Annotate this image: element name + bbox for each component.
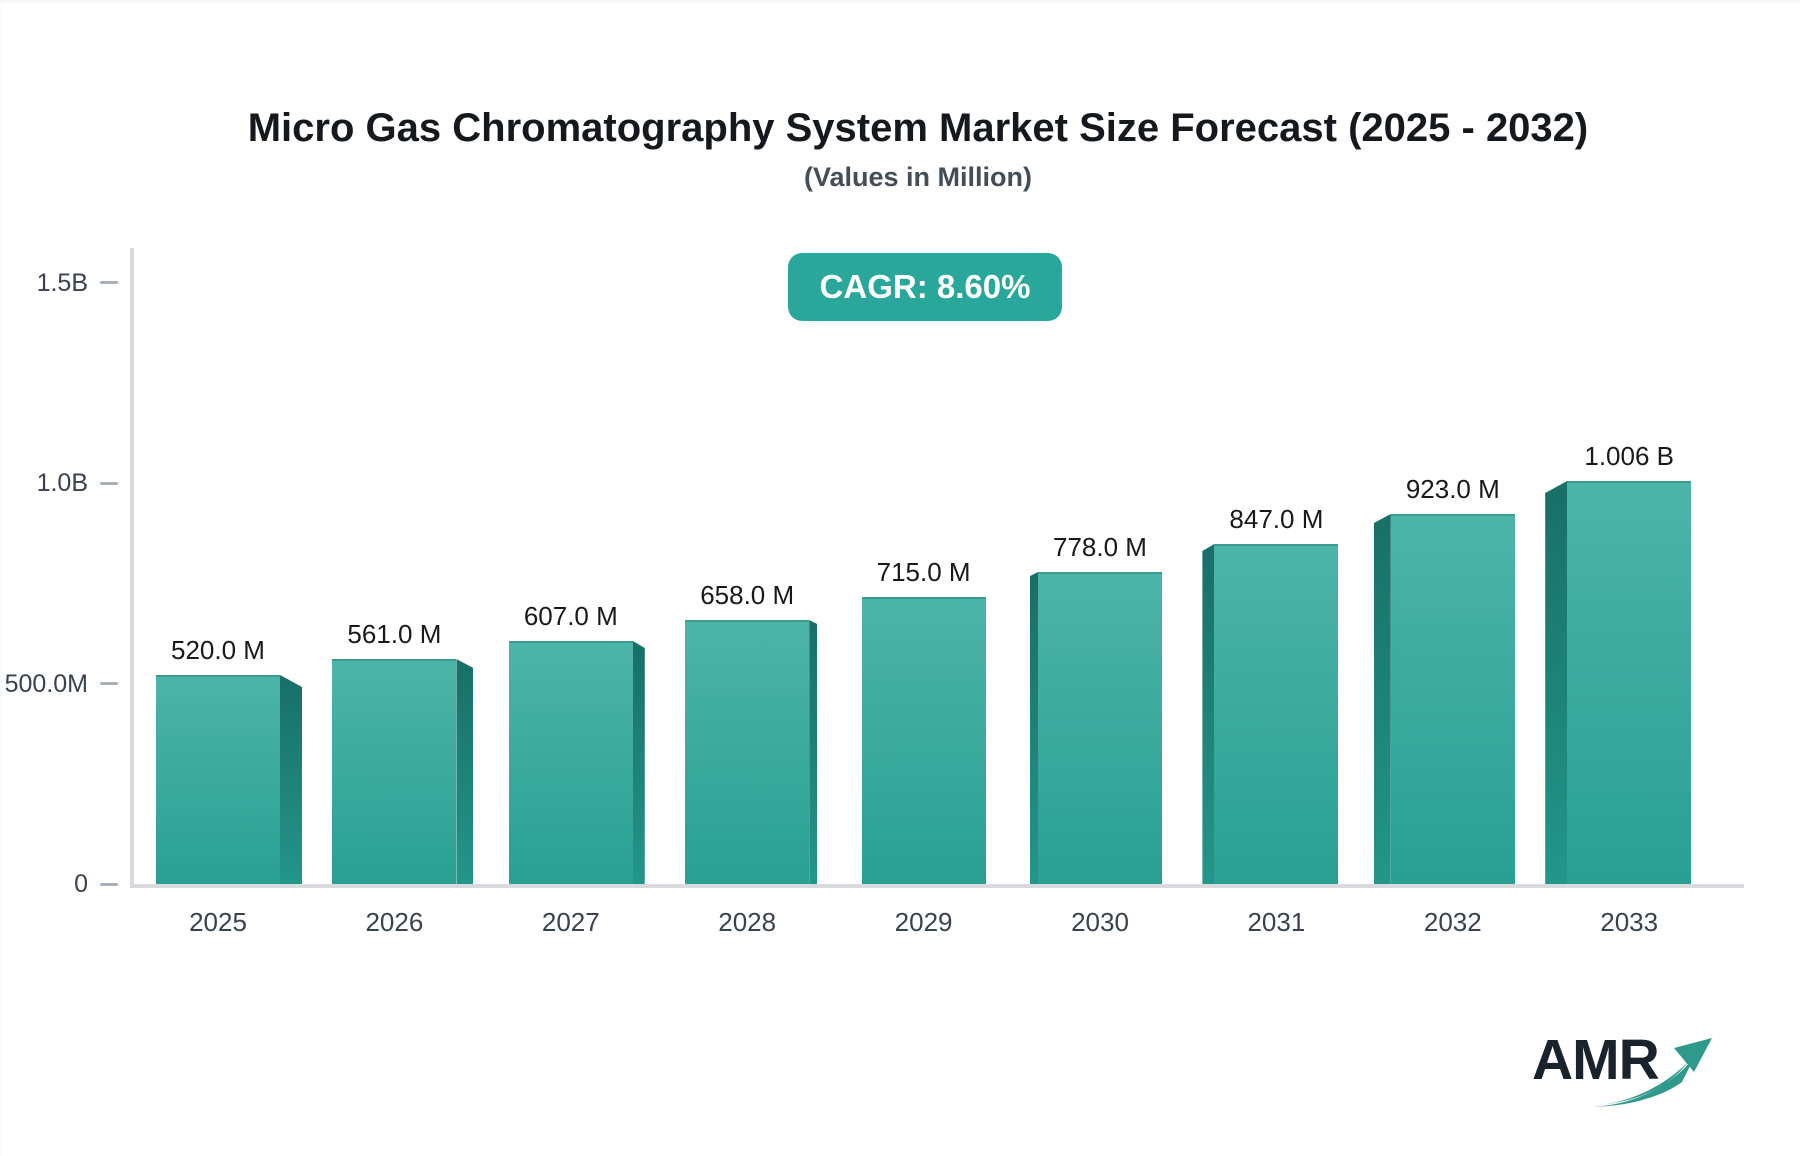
amr-logo: AMR — [1532, 1030, 1732, 1120]
bar-value-label: 847.0 M — [1229, 504, 1324, 534]
bar-side-face-2033 — [1545, 481, 1568, 886]
y-tick-label: 1.0B — [36, 469, 88, 497]
bar-side-face-2025 — [280, 675, 302, 886]
x-axis-label-2028: 2028 — [718, 907, 777, 937]
y-axis-line — [130, 248, 134, 888]
cagr-badge-label: CAGR: 8.60% — [819, 268, 1031, 305]
bar-2033 — [1567, 481, 1692, 886]
bar-2028 — [685, 620, 810, 886]
amr-logo-text: AMR — [1532, 1028, 1660, 1092]
bar-value-label: 658.0 M — [700, 580, 795, 610]
x-axis-label-2027: 2027 — [541, 907, 600, 937]
bar-side-face-2026 — [456, 659, 474, 886]
bar-value-label: 607.0 M — [523, 601, 618, 631]
bar-2029 — [861, 597, 986, 886]
y-tick-label: 0 — [74, 870, 88, 898]
x-axis-label-2026: 2026 — [365, 907, 424, 937]
bar-value-label: 561.0 M — [347, 619, 442, 649]
bar-2026 — [332, 659, 457, 886]
bar-value-label: 778.0 M — [1053, 532, 1147, 562]
x-axis-label-2029: 2029 — [894, 907, 953, 937]
x-axis-label-2030: 2030 — [1071, 907, 1129, 937]
bar-side-face-2028 — [809, 620, 818, 886]
x-axis-line — [130, 884, 1744, 888]
chart-title: Micro Gas Chromatography System Market S… — [247, 106, 1589, 150]
trend-up-arrow-icon — [1592, 1038, 1712, 1107]
x-axis-label-2032: 2032 — [1423, 907, 1482, 937]
bar-value-label: 923.0 M — [1405, 474, 1500, 504]
bar-2032 — [1390, 514, 1515, 886]
bar-value-label: 1.006 B — [1584, 441, 1674, 471]
y-tick — [100, 281, 118, 284]
x-axis-label-2025: 2025 — [189, 907, 247, 937]
x-axis-label-2033: 2033 — [1600, 907, 1659, 937]
bar-side-face-2031 — [1202, 544, 1215, 886]
bar-side-face-2027 — [632, 641, 645, 886]
bar-2031 — [1214, 544, 1339, 886]
y-tick — [100, 481, 118, 485]
y-tick — [100, 682, 118, 685]
y-tick-label: 1.5B — [36, 268, 88, 297]
cagr-badge: CAGR: 8.60% — [788, 253, 1062, 321]
bar-2027 — [508, 641, 633, 886]
bar-2025 — [156, 675, 280, 886]
chart-subtitle: (Values in Million) — [803, 162, 1033, 192]
bar-value-label: 520.0 M — [171, 635, 265, 665]
bar-value-label: 715.0 M — [876, 557, 971, 587]
bar-side-face-2032 — [1373, 514, 1391, 886]
y-tick-label: 500.0M — [4, 669, 88, 698]
y-tick — [100, 882, 118, 886]
x-axis-label-2031: 2031 — [1247, 907, 1306, 937]
bar-side-face-2030 — [1030, 572, 1038, 886]
bar-2030 — [1038, 572, 1162, 886]
